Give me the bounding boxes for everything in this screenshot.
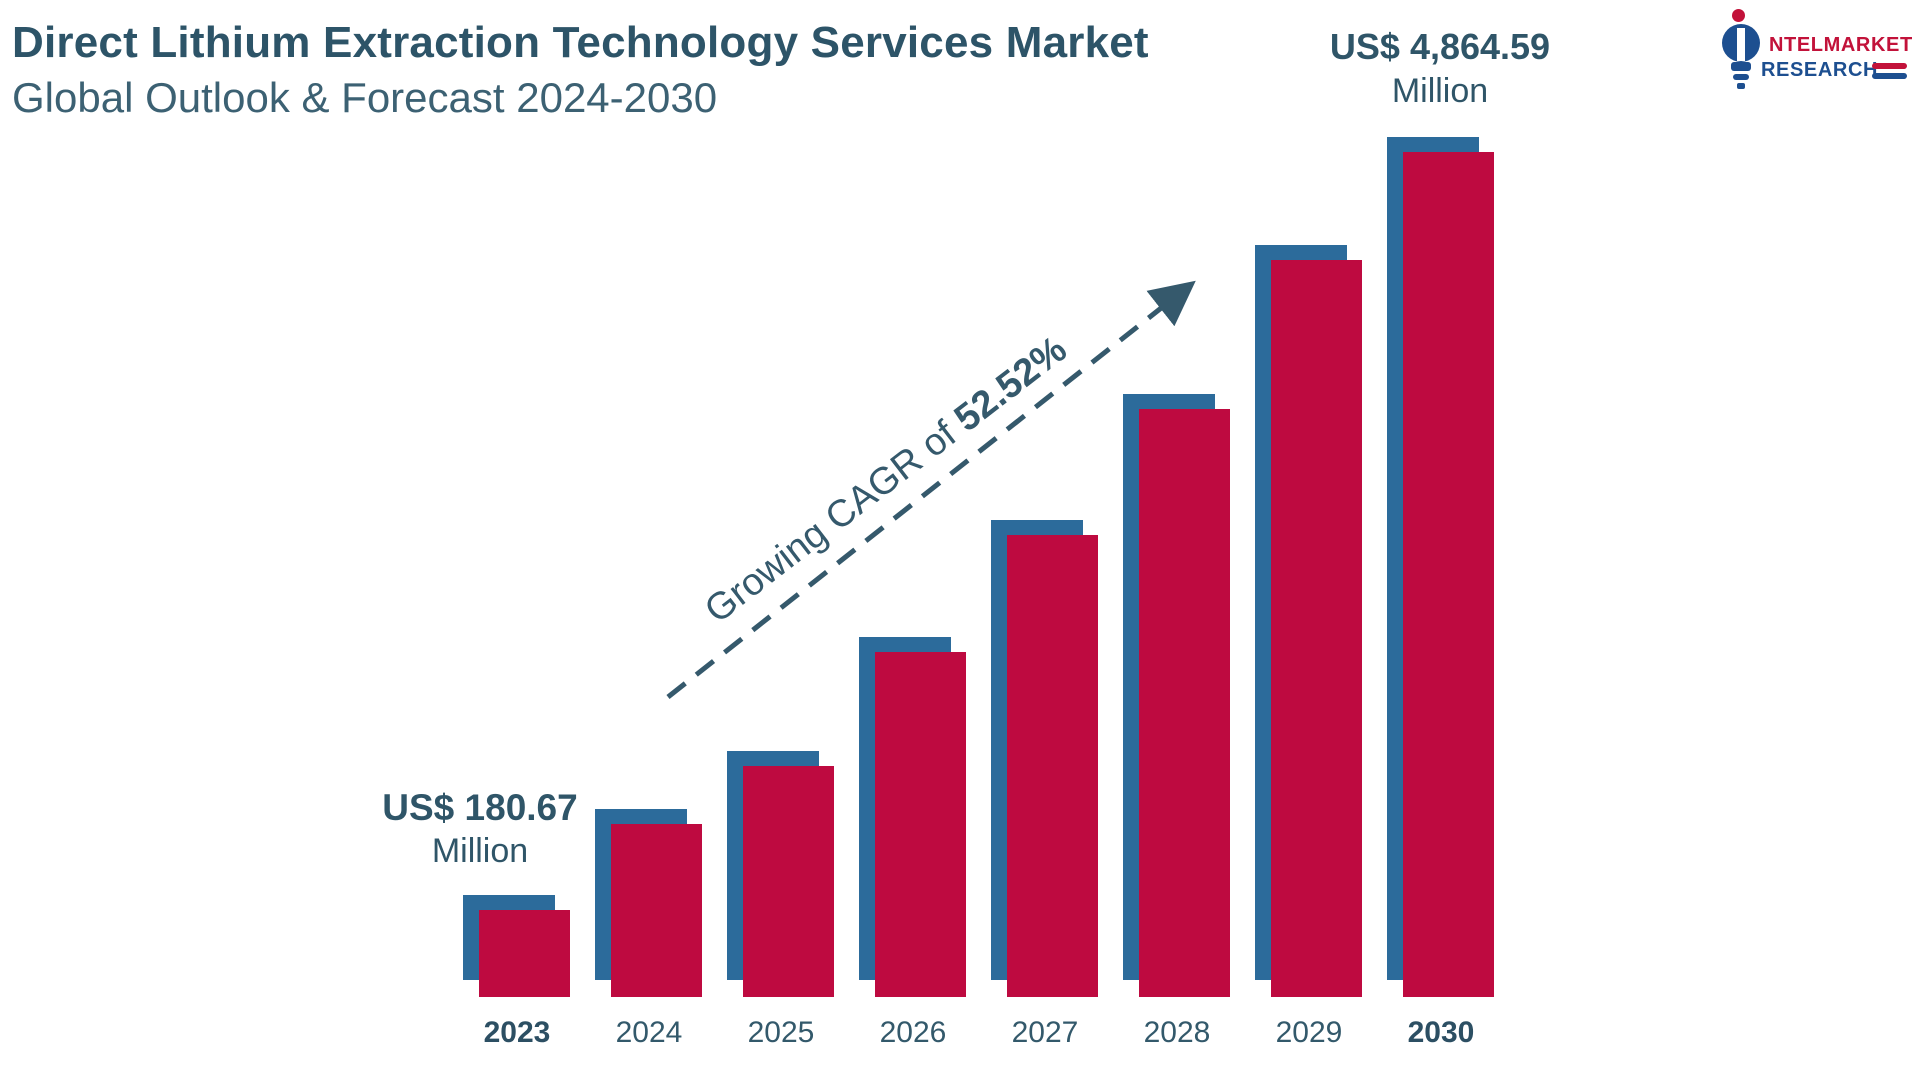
bar-front-2026 [875, 652, 966, 997]
value-label-2023: US$ 180.67 Million [320, 786, 640, 872]
lightbulb-tip-icon [1737, 83, 1745, 89]
value-2023-amount: US$ 180.67 [382, 787, 578, 828]
x-axis-label-2027: 2027 [1011, 1016, 1079, 1049]
x-axis-label-2026: 2026 [879, 1016, 947, 1049]
bar-front-2027 [1007, 535, 1098, 997]
bar-front-2025 [743, 766, 834, 997]
brand-equals-red-bar [1872, 63, 1907, 69]
bar-front-2028 [1139, 409, 1230, 997]
bar-front-2024 [611, 824, 702, 997]
value-label-2030: US$ 4,864.59 Million [1280, 24, 1600, 112]
bar-front-2023 [479, 910, 570, 997]
cagr-text: Growing CAGR of [697, 406, 973, 632]
x-axis-label-2028: 2028 [1143, 1016, 1211, 1049]
x-axis-label-2030: 2030 [1407, 1016, 1475, 1049]
page-subtitle: Global Outlook & Forecast 2024-2030 [12, 74, 718, 121]
brand-equals-blue-bar [1872, 73, 1907, 79]
x-axis-label-2024: 2024 [615, 1016, 683, 1049]
lightbulb-base-icon [1731, 62, 1751, 71]
page-title: Direct Lithium Extraction Technology Ser… [12, 18, 1149, 67]
value-2030-unit: Million [1391, 72, 1489, 110]
lightbulb-dot-icon [1732, 9, 1745, 22]
value-2023-unit: Million [431, 832, 529, 870]
brand-name-line1: NTELMARKET [1769, 34, 1913, 56]
x-axis-label-2025: 2025 [747, 1016, 815, 1049]
value-2030-amount: US$ 4,864.59 [1329, 26, 1551, 67]
x-axis-label-2023: 2023 [483, 1016, 551, 1049]
bar-front-2030 [1403, 152, 1494, 997]
x-axis-label-2029: 2029 [1275, 1016, 1343, 1049]
lightbulb-base2-icon [1733, 74, 1749, 80]
brand-logo: NTELMARKET RESEARCH [1700, 0, 1912, 98]
bar-front-2029 [1271, 260, 1362, 997]
lightbulb-stem-icon [1737, 28, 1745, 61]
brand-name-line2: RESEARCH [1761, 59, 1879, 81]
cagr-value: 52.52% [946, 328, 1075, 441]
